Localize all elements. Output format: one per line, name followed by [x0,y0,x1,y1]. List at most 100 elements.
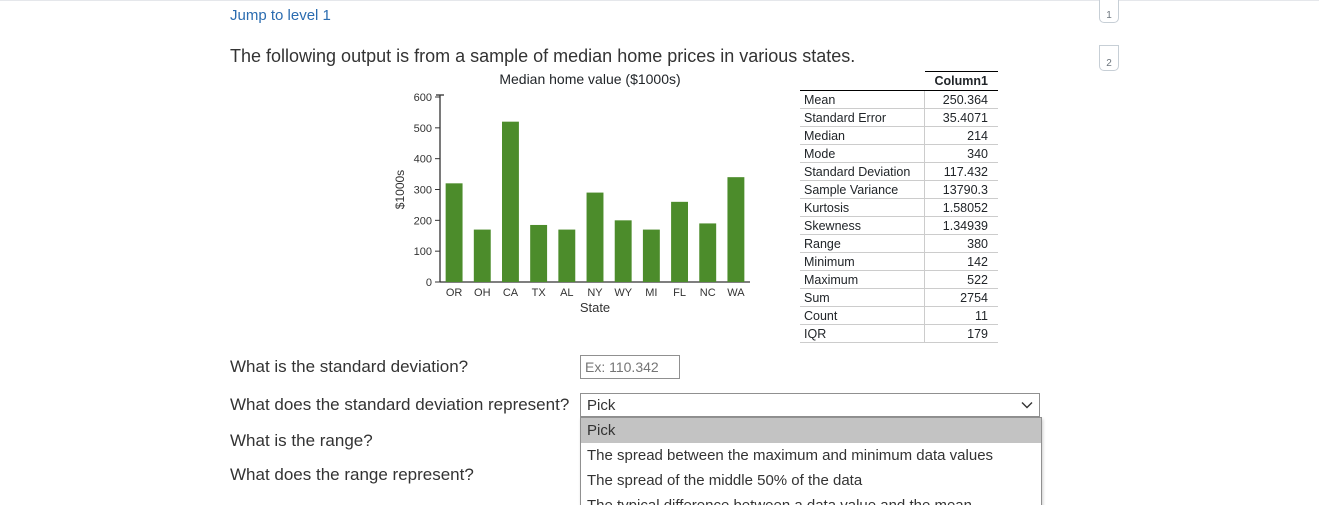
table-row: Sample Variance13790.3 [800,181,998,199]
stat-value: 340 [925,145,998,163]
stat-label: Skewness [800,217,925,235]
table-row: Sum2754 [800,289,998,307]
svg-text:State: State [580,300,610,315]
svg-text:OH: OH [474,287,491,299]
svg-text:AL: AL [560,287,573,299]
stat-label: IQR [800,325,925,343]
chart-container: Median home value ($1000s) 0 100 200 300 400… [390,71,790,316]
svg-text:WY: WY [614,287,632,299]
q1-label: What is the standard deviation? [230,357,580,377]
stat-value: 380 [925,235,998,253]
visualization-row: Median home value ($1000s) 0 100 200 300 400… [230,71,1319,343]
stat-label: Kurtosis [800,199,925,217]
stat-value: 1.58052 [925,199,998,217]
stat-label: Median [800,127,925,145]
table-row: Maximum522 [800,271,998,289]
svg-text:MI: MI [645,287,657,299]
dropdown-list: PickThe spread between the maximum and m… [580,417,1042,505]
chevron-down-icon [1021,399,1033,411]
svg-text:CA: CA [503,287,519,299]
table-row: Range380 [800,235,998,253]
table-row: Median214 [800,127,998,145]
stat-value: 2754 [925,289,998,307]
stat-value: 179 [925,325,998,343]
chart-title: Median home value ($1000s) [390,71,790,87]
dropdown-option[interactable]: The spread of the middle 50% of the data [581,468,1041,493]
table-row: Kurtosis1.58052 [800,199,998,217]
stat-label: Maximum [800,271,925,289]
questions-block: What is the standard deviation? What doe… [230,355,1319,485]
table-row: IQR179 [800,325,998,343]
table-row: Minimum142 [800,253,998,271]
stats-header-column: Column1 [925,72,998,91]
table-row: Standard Error35.4071 [800,109,998,127]
step-marker-2[interactable]: 2 [1099,45,1119,71]
stat-label: Standard Deviation [800,163,925,181]
stats-header-blank [800,72,925,91]
stat-value: 13790.3 [925,181,998,199]
table-row: Mode340 [800,145,998,163]
std-dev-input[interactable] [580,355,680,379]
svg-text:200: 200 [414,215,432,227]
bar [643,230,660,282]
stat-value: 117.432 [925,163,998,181]
jump-to-level-link[interactable]: Jump to level 1 [230,7,1319,24]
select-value: Pick [587,397,615,414]
svg-text:FL: FL [673,287,686,299]
svg-text:0: 0 [426,277,432,289]
bar [502,122,519,282]
svg-text:300: 300 [414,185,432,197]
stat-label: Minimum [800,253,925,271]
stat-value: 1.34939 [925,217,998,235]
stat-label: Sum [800,289,925,307]
table-row: Mean250.364 [800,91,998,109]
stat-label: Count [800,307,925,325]
bar-chart: 0100200300400500600OROHCATXALNYWYMIFLNCW… [390,91,754,316]
intro-text: The following output is from a sample of… [230,46,1319,67]
stat-label: Mode [800,145,925,163]
question-std-dev-meaning: What does the standard deviation represe… [230,393,1319,417]
stat-label: Sample Variance [800,181,925,199]
q3-label: What is the range? [230,431,580,451]
stat-value: 11 [925,307,998,325]
svg-text:500: 500 [414,123,432,135]
bar [699,223,716,282]
bar [558,230,575,282]
dropdown-option[interactable]: Pick [581,418,1041,443]
bar [727,177,744,282]
bar [587,193,604,282]
svg-text:400: 400 [414,154,432,166]
svg-text:OR: OR [446,287,463,299]
table-row: Skewness1.34939 [800,217,998,235]
stat-label: Mean [800,91,925,109]
svg-text:$1000s: $1000s [393,170,407,209]
svg-text:NY: NY [587,287,603,299]
stats-table: Column1 Mean250.364Standard Error35.4071… [800,71,998,343]
bar [530,225,547,282]
table-row: Standard Deviation117.432 [800,163,998,181]
dropdown-option[interactable]: The typical difference between a data va… [581,493,1041,505]
stat-value: 250.364 [925,91,998,109]
stat-value: 214 [925,127,998,145]
svg-text:WA: WA [727,287,745,299]
bar [671,202,688,282]
bar [615,220,632,282]
svg-text:100: 100 [414,246,432,258]
svg-text:NC: NC [700,287,716,299]
bar [446,183,463,282]
std-dev-meaning-select[interactable]: Pick PickThe spread between the maximum … [580,393,1040,417]
stat-value: 522 [925,271,998,289]
q4-label: What does the range represent? [230,465,580,485]
page-root: 1 2 Jump to level 1 The following output… [0,0,1319,505]
stat-label: Standard Error [800,109,925,127]
stat-value: 142 [925,253,998,271]
svg-text:TX: TX [532,287,547,299]
question-std-dev: What is the standard deviation? [230,355,1319,379]
q2-label: What does the standard deviation represe… [230,395,580,415]
step-marker-1[interactable]: 1 [1099,0,1119,23]
stat-label: Range [800,235,925,253]
stat-value: 35.4071 [925,109,998,127]
dropdown-option[interactable]: The spread between the maximum and minim… [581,443,1041,468]
bar [474,230,491,282]
table-row: Count11 [800,307,998,325]
